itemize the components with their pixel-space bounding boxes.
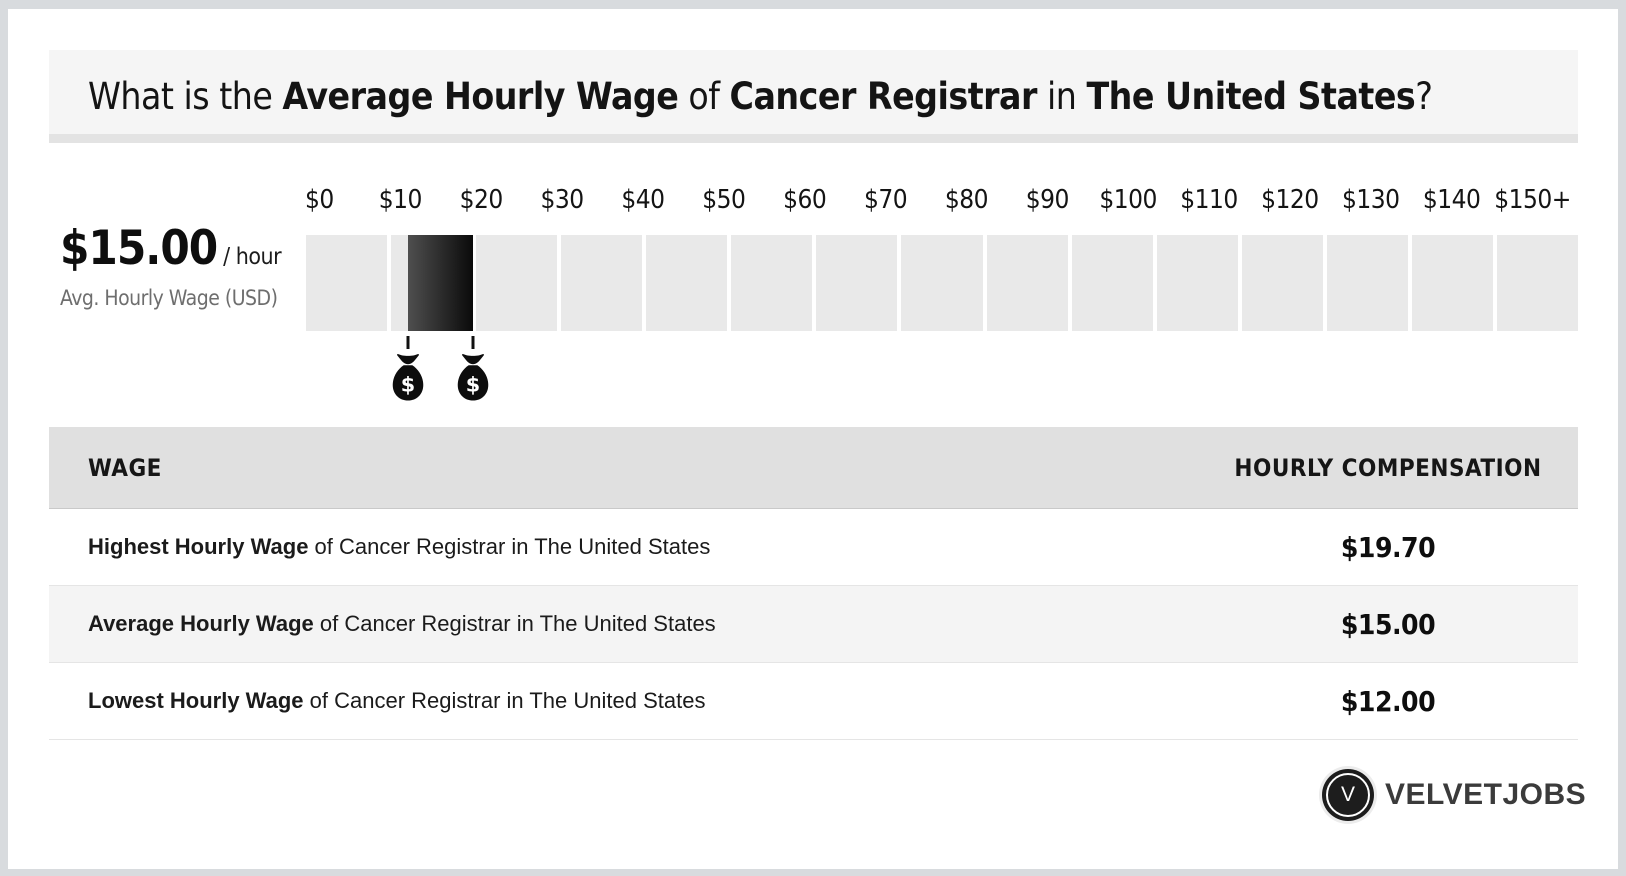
row-value: $12.00 (1340, 684, 1436, 718)
axis-tick-label: $120 (1261, 185, 1319, 215)
title-emphasis: Cancer Registrar (729, 75, 1038, 118)
average-wage-amount: $15.00 (60, 221, 218, 276)
table-row: Average Hourly Wage of Cancer Registrar … (49, 586, 1578, 663)
table-row: Highest Hourly Wage of Cancer Registrar … (49, 509, 1578, 586)
axis-tick-label: $30 (540, 185, 584, 215)
title-text: ? (1415, 75, 1433, 118)
scale-segment (1241, 235, 1323, 331)
logo-circle-icon: V (1322, 769, 1374, 821)
svg-text:$: $ (466, 373, 480, 397)
scale-segment (476, 235, 558, 331)
infographic-card: What is the Average Hourly Wage of Cance… (8, 9, 1618, 869)
scale-segment (1411, 235, 1493, 331)
axis-tick-label: $130 (1342, 185, 1400, 215)
axis-tick-label: $70 (863, 185, 908, 215)
title-block: What is the Average Hourly Wage of Cance… (49, 50, 1578, 143)
scale-segments (306, 235, 1578, 331)
wage-scale-chart: $ $ (306, 235, 1578, 401)
money-bag-icon: $ (454, 352, 492, 401)
scale-segment (986, 235, 1068, 331)
money-bag-icon: $ (389, 352, 427, 401)
scale-segment (1156, 235, 1238, 331)
row-value: $19.70 (1340, 530, 1436, 564)
brand-name: VELVETJOBS (1385, 778, 1587, 811)
scale-segment (731, 235, 813, 331)
average-wage-caption: Avg. Hourly Wage (USD) (60, 286, 278, 310)
average-wage-line: $15.00/ hour (60, 221, 310, 276)
row-label: Highest Hourly Wage of Cancer Registrar … (49, 534, 1198, 560)
wage-table: WAGE HOURLY COMPENSATION Highest Hourly … (49, 427, 1578, 740)
axis-tick-label: $80 (944, 185, 989, 215)
title-text: in (1036, 75, 1087, 118)
wage-summary: $15.00/ hour Avg. Hourly Wage (USD) (60, 221, 310, 310)
row-value: $15.00 (1340, 607, 1436, 641)
wage-range-bar (407, 235, 474, 331)
title-text: of (678, 75, 730, 118)
column-header-hourly-compensation: HOURLY COMPENSATION (1234, 453, 1542, 482)
scale-segment (1071, 235, 1153, 331)
logo-letter: V (1340, 783, 1355, 806)
title-text: What is the (88, 75, 283, 118)
column-header-wage: WAGE (88, 453, 162, 482)
table-row: Lowest Hourly Wage of Cancer Registrar i… (49, 663, 1578, 740)
title-emphasis: Average Hourly Wage (282, 75, 679, 118)
axis-tick-label: $60 (783, 185, 827, 215)
axis-tick-label: $100 (1099, 185, 1157, 215)
marker-dash (406, 336, 410, 349)
scale-segment (646, 235, 728, 331)
row-label: Average Hourly Wage of Cancer Registrar … (49, 611, 1198, 637)
scale-segment (306, 235, 388, 331)
marker-dash (471, 336, 475, 349)
average-wage-unit: / hour (223, 244, 282, 270)
row-label: Lowest Hourly Wage of Cancer Registrar i… (49, 688, 1198, 714)
row-label-text: of Cancer Registrar in The United States (308, 534, 711, 559)
axis-tick-label: $110 (1180, 185, 1238, 215)
row-label-text: of Cancer Registrar in The United States (313, 611, 716, 636)
row-label-emphasis: Average Hourly Wage (88, 611, 314, 636)
row-label-emphasis: Lowest Hourly Wage (88, 688, 304, 713)
axis-tick-label: $10 (378, 185, 423, 215)
scale-segment (1496, 235, 1578, 331)
title-emphasis: The United States (1086, 75, 1416, 118)
axis-tick-label: $0 (305, 185, 334, 215)
scale-segment (561, 235, 643, 331)
wage-table-body: Highest Hourly Wage of Cancer Registrar … (49, 509, 1578, 740)
axis-labels: $0 $10 $20 $30 $40 $50 $60 $70 $80 $90 $100 $110 $12… (279, 185, 1573, 215)
axis-tick-label: $150+ (1494, 185, 1571, 215)
axis-tick-label: $140 (1422, 185, 1481, 215)
velvetjobs-logo[interactable]: V VELVETJOBS (1322, 769, 1586, 821)
axis-tick-label: $90 (1025, 185, 1070, 215)
axis-tick-label: $40 (621, 185, 665, 215)
logo-ring (1326, 773, 1370, 817)
table-header-row: WAGE HOURLY COMPENSATION (49, 427, 1578, 509)
page-title: What is the Average Hourly Wage of Cance… (49, 50, 1578, 143)
row-label-emphasis: Highest Hourly Wage (88, 534, 309, 559)
scale-segment (816, 235, 898, 331)
row-label-text: of Cancer Registrar in The United States (303, 688, 706, 713)
axis-tick-label: $20 (459, 185, 504, 215)
scale-segment (1326, 235, 1408, 331)
axis-tick-label: $50 (702, 185, 746, 215)
scale-segment (901, 235, 983, 331)
svg-text:$: $ (401, 373, 415, 397)
